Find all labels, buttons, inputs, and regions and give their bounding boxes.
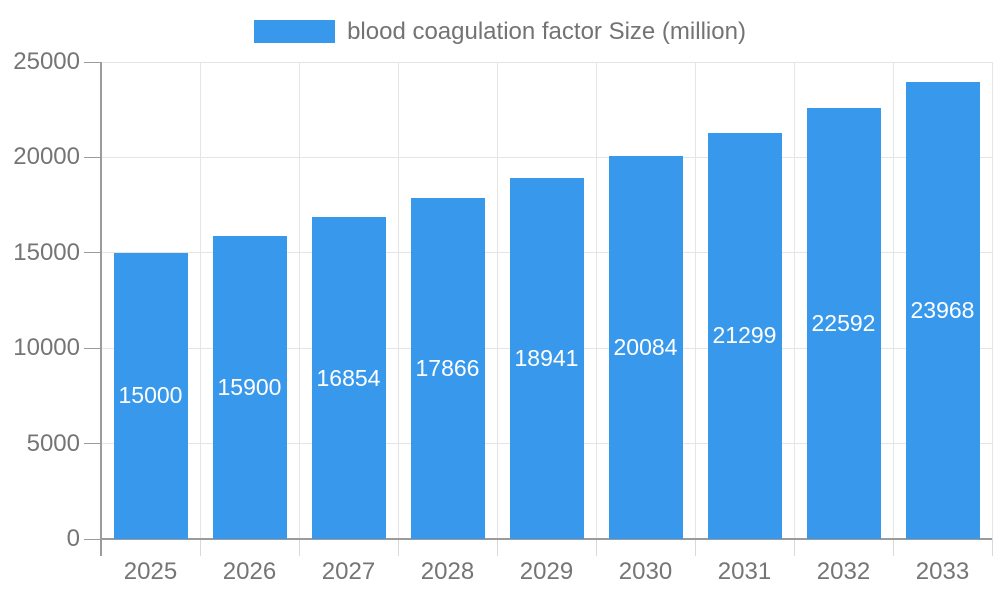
legend-swatch (254, 20, 336, 43)
bar[interactable]: 15000 (113, 252, 188, 539)
x-tick (298, 539, 300, 556)
v-gridline (496, 62, 498, 539)
v-gridline (298, 62, 300, 539)
v-gridline (991, 62, 993, 539)
bar[interactable]: 21299 (707, 132, 782, 539)
bar[interactable]: 15900 (212, 235, 287, 539)
x-axis-baseline (101, 538, 992, 540)
y-axis-label: 5000 (26, 429, 80, 457)
x-axis-label: 2025 (123, 558, 178, 585)
legend-label: blood coagulation factor Size (million) (347, 17, 746, 45)
h-gridline (101, 61, 992, 63)
x-axis-label: 2030 (618, 558, 673, 585)
bar-value-label: 16854 (316, 364, 381, 391)
v-gridline (397, 62, 399, 539)
bar-value-label: 22592 (811, 309, 876, 336)
y-tick (84, 347, 101, 349)
v-gridline (199, 62, 201, 539)
bar-value-label: 15900 (217, 373, 282, 400)
bar-value-label: 23968 (910, 296, 975, 323)
y-axis-label: 10000 (13, 334, 80, 362)
h-gridline (101, 156, 992, 158)
x-tick (496, 539, 498, 556)
y-axis-label: 15000 (13, 238, 80, 266)
bar-value-label: 20084 (613, 333, 678, 360)
x-axis-label: 2029 (519, 558, 574, 585)
x-tick (199, 539, 201, 556)
y-tick (84, 61, 101, 63)
v-gridline (892, 62, 894, 539)
bar-value-label: 21299 (712, 322, 777, 349)
x-axis-label: 2026 (222, 558, 277, 585)
y-tick (84, 538, 101, 540)
y-axis-label: 20000 (13, 143, 80, 171)
bar[interactable]: 16854 (311, 217, 386, 539)
bar-value-label: 17866 (415, 355, 480, 382)
v-gridline (595, 62, 597, 539)
x-axis-label: 2033 (915, 558, 970, 585)
bar[interactable]: 17866 (410, 198, 485, 539)
v-gridline (694, 62, 696, 539)
y-axis-label: 25000 (13, 48, 80, 75)
x-axis-label: 2031 (717, 558, 772, 585)
bar-value-label: 15000 (118, 382, 183, 409)
x-tick (397, 539, 399, 556)
bar[interactable]: 20084 (608, 155, 683, 539)
x-tick (892, 539, 894, 556)
x-tick (793, 539, 795, 556)
bar[interactable]: 18941 (509, 177, 584, 539)
y-axis-line (100, 62, 102, 556)
x-tick (595, 539, 597, 556)
v-gridline (793, 62, 795, 539)
x-tick (991, 539, 993, 556)
y-tick (84, 443, 101, 445)
x-axis-label: 2027 (321, 558, 376, 585)
chart-legend: blood coagulation factor Size (million) (0, 17, 1000, 45)
y-tick (84, 252, 101, 254)
x-axis-label: 2028 (420, 558, 475, 585)
y-tick (84, 156, 101, 158)
bar[interactable]: 23968 (905, 81, 980, 539)
y-axis-label: 0 (66, 525, 80, 552)
x-axis-label: 2032 (816, 558, 871, 585)
bar-value-label: 18941 (514, 344, 579, 371)
x-tick (694, 539, 696, 556)
bar[interactable]: 22592 (806, 107, 881, 539)
